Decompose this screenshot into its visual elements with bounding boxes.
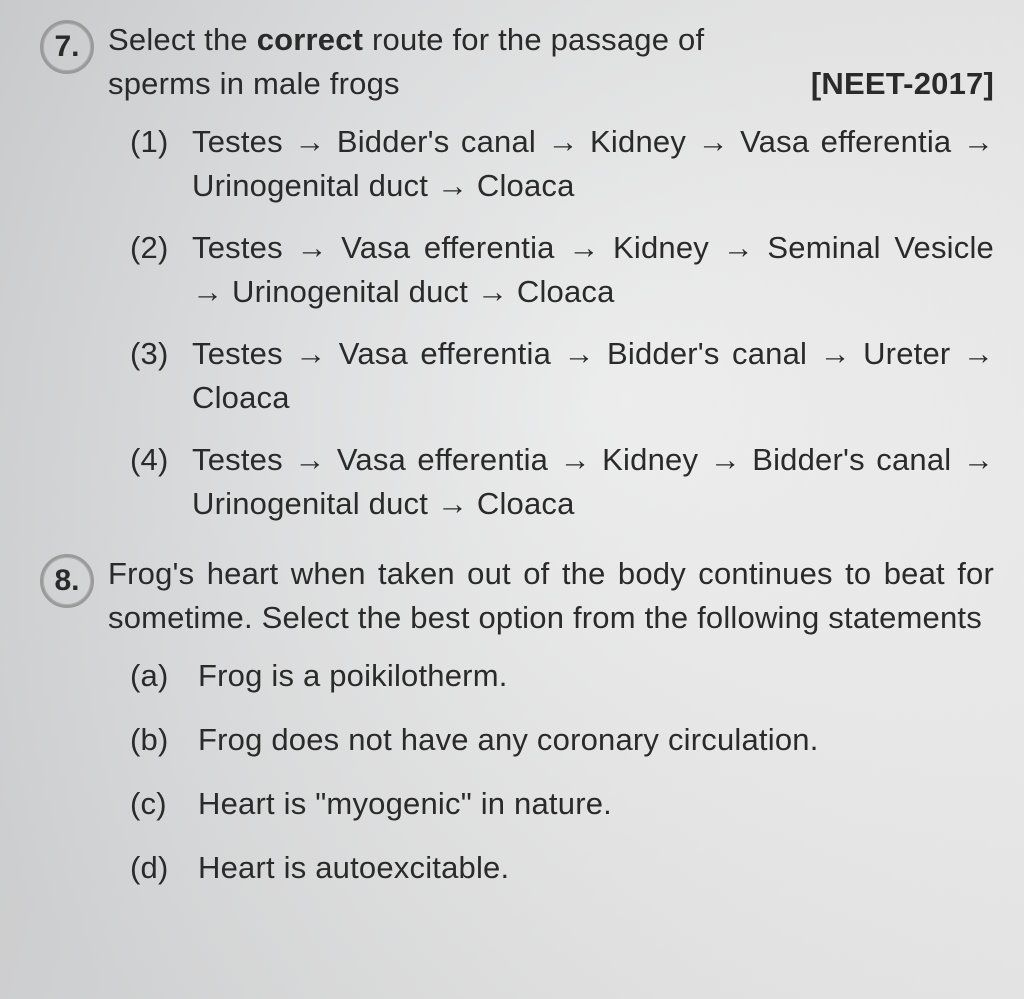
- statement-number: (d): [130, 846, 184, 890]
- question-7-line1-text: Select the correct route for the passage…: [108, 18, 994, 62]
- statement-text: Heart is "myogenic" in nature.: [198, 782, 994, 826]
- question-7-header: 7. Select the correct route for the pass…: [40, 18, 994, 106]
- option-number: (4): [130, 438, 180, 526]
- statement-text: Frog does not have any coronary circulat…: [198, 718, 994, 762]
- statement-number: (a): [130, 654, 184, 698]
- question-7-line2: sperms in male frogs [NEET-2017]: [108, 62, 994, 106]
- question-8-number: 8.: [54, 564, 79, 598]
- question-7: 7. Select the correct route for the pass…: [40, 18, 994, 526]
- statement-number: (b): [130, 718, 184, 762]
- statement-number: (c): [130, 782, 184, 826]
- question-7-option-3: (3) Testes → Vasa efferentia → Bidder's …: [130, 332, 994, 420]
- option-text: Testes → Vasa efferentia → Kidney → Semi…: [192, 226, 994, 314]
- statement-text: Frog is a poikilotherm.: [198, 654, 994, 698]
- question-8-statement-a: (a) Frog is a poikilotherm.: [130, 654, 994, 698]
- question-7-line2-text: sperms in male frogs: [108, 62, 791, 106]
- question-8-header: 8. Frog's heart when taken out of the bo…: [40, 552, 994, 640]
- question-7-number-circle: 7.: [40, 20, 94, 74]
- option-text: Testes → Vasa efferentia → Kidney → Bidd…: [192, 438, 994, 526]
- question-8-statement-d: (d) Heart is autoexcitable.: [130, 846, 994, 890]
- option-number: (3): [130, 332, 180, 420]
- option-text: Testes → Vasa efferentia → Bidder's cana…: [192, 332, 994, 420]
- question-8-statements: (a) Frog is a poikilotherm. (b) Frog doe…: [40, 654, 994, 890]
- option-number: (1): [130, 120, 180, 208]
- option-number: (2): [130, 226, 180, 314]
- question-7-line1: Select the correct route for the passage…: [108, 18, 994, 62]
- question-7-options: (1) Testes → Bidder's canal → Kidney → V…: [40, 120, 994, 526]
- question-7-number: 7.: [54, 30, 79, 64]
- question-8-number-circle: 8.: [40, 554, 94, 608]
- question-7-option-4: (4) Testes → Vasa efferentia → Kidney → …: [130, 438, 994, 526]
- question-8-statement-b: (b) Frog does not have any coronary circ…: [130, 718, 994, 762]
- question-7-option-2: (2) Testes → Vasa efferentia → Kidney → …: [130, 226, 994, 314]
- question-8-text: Frog's heart when taken out of the body …: [108, 552, 994, 640]
- question-7-exam-tag: [NEET-2017]: [811, 62, 994, 106]
- question-8-statement-c: (c) Heart is "myogenic" in nature.: [130, 782, 994, 826]
- statement-text: Heart is autoexcitable.: [198, 846, 994, 890]
- question-7-text: Select the correct route for the passage…: [108, 18, 994, 106]
- question-8: 8. Frog's heart when taken out of the bo…: [40, 552, 994, 890]
- question-7-option-1: (1) Testes → Bidder's canal → Kidney → V…: [130, 120, 994, 208]
- option-text: Testes → Bidder's canal → Kidney → Vasa …: [192, 120, 994, 208]
